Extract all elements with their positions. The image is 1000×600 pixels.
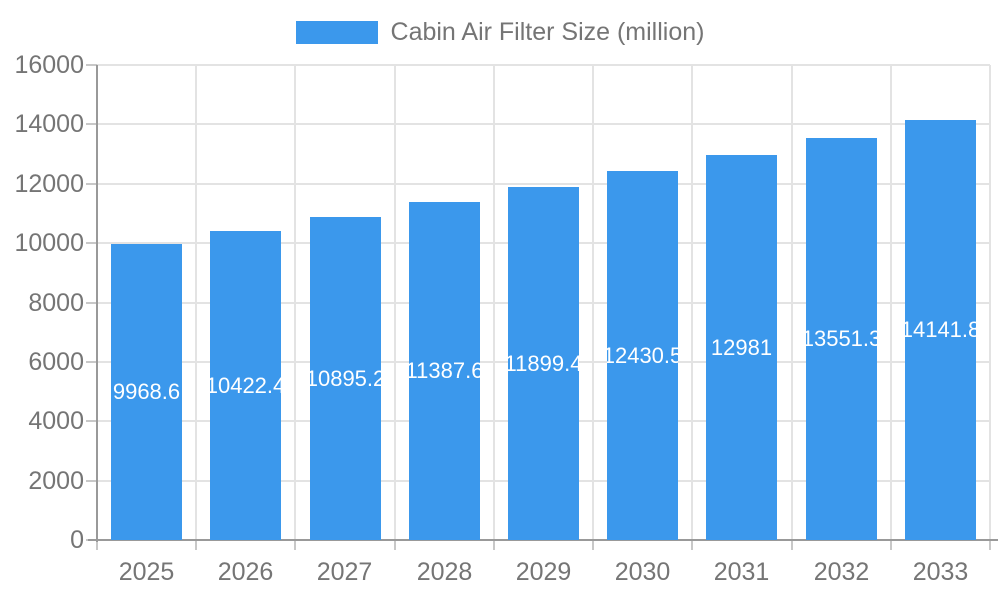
- x-gridline: [790, 65, 793, 540]
- bar: 14141.8: [905, 120, 976, 540]
- bar-value-label: 10422.4: [210, 372, 281, 398]
- y-axis-label: 12000: [14, 169, 84, 198]
- y-axis-label: 4000: [28, 407, 84, 436]
- x-axis-tick: [492, 541, 495, 550]
- bar-value-label: 13551.3: [806, 326, 877, 351]
- bar: 10895.2: [310, 217, 381, 540]
- y-axis-label: 14000: [14, 110, 84, 139]
- x-gridline: [691, 65, 694, 540]
- x-axis-tick: [790, 541, 793, 550]
- bar: 10422.4: [210, 231, 281, 540]
- x-axis-label: 2026: [217, 558, 274, 586]
- bar-value-label: 10895.2: [310, 365, 381, 391]
- x-axis-label: 2032: [813, 558, 870, 586]
- x-gridline: [989, 65, 991, 540]
- y-axis-tick: [86, 301, 97, 304]
- bar-value-label: 14141.8: [905, 317, 976, 342]
- x-axis-tick: [195, 541, 198, 550]
- bar: 11387.6: [409, 202, 480, 540]
- x-axis-label: 2029: [515, 558, 572, 586]
- y-axis-label: 16000: [14, 51, 84, 79]
- legend-label: Cabin Air Filter Size (million): [390, 17, 705, 46]
- y-axis-tick: [86, 479, 97, 482]
- bar: 13551.3: [806, 138, 877, 540]
- x-axis-tick: [393, 541, 396, 550]
- y-axis-label: 2000: [28, 466, 84, 495]
- x-axis-tick: [691, 541, 694, 550]
- y-axis-tick: [86, 420, 97, 423]
- x-axis-line: [88, 539, 998, 541]
- y-axis-line: [96, 65, 98, 542]
- bar-value-label: 9968.6: [112, 379, 181, 404]
- y-axis-tick: [86, 360, 97, 363]
- x-axis-label: 2027: [316, 558, 373, 586]
- y-gridline: [97, 64, 990, 66]
- x-gridline: [889, 65, 892, 540]
- y-axis-label: 8000: [28, 288, 84, 317]
- bar-value-label: 12430.5: [607, 342, 678, 368]
- x-gridline: [294, 65, 297, 540]
- y-axis-tick: [86, 242, 97, 245]
- legend-swatch: [295, 20, 378, 44]
- x-axis-label: 2030: [614, 558, 671, 586]
- bar: 12981: [706, 155, 777, 540]
- bar: 12430.5: [607, 171, 678, 540]
- x-axis-label: 2025: [118, 558, 175, 586]
- x-gridline: [195, 65, 198, 540]
- y-axis-label: 6000: [28, 347, 84, 376]
- bar: 11899.4: [508, 187, 579, 540]
- bar-value-label: 11899.4: [508, 350, 579, 376]
- x-axis-tick: [294, 541, 297, 550]
- x-gridline: [592, 65, 595, 540]
- y-gridline: [97, 123, 990, 126]
- x-axis-tick: [96, 541, 98, 550]
- x-axis-label: 2033: [912, 558, 969, 586]
- bar: 9968.6: [111, 244, 182, 540]
- y-axis-tick: [86, 64, 97, 66]
- x-axis-tick: [989, 541, 991, 550]
- y-axis-label: 0: [70, 526, 84, 554]
- y-gridline: [97, 182, 990, 185]
- x-axis-tick: [889, 541, 892, 550]
- y-axis-label: 10000: [14, 229, 84, 258]
- legend-item[interactable]: Cabin Air Filter Size (million): [0, 17, 1000, 47]
- y-axis-tick: [86, 123, 97, 126]
- x-axis-tick: [592, 541, 595, 550]
- x-gridline: [492, 65, 495, 540]
- y-axis-tick: [86, 182, 97, 185]
- x-axis-label: 2031: [713, 558, 770, 586]
- bar-value-label: 11387.6: [409, 358, 480, 383]
- x-gridline: [393, 65, 396, 540]
- bar-value-label: 12981: [710, 334, 773, 360]
- x-axis-label: 2028: [416, 558, 473, 586]
